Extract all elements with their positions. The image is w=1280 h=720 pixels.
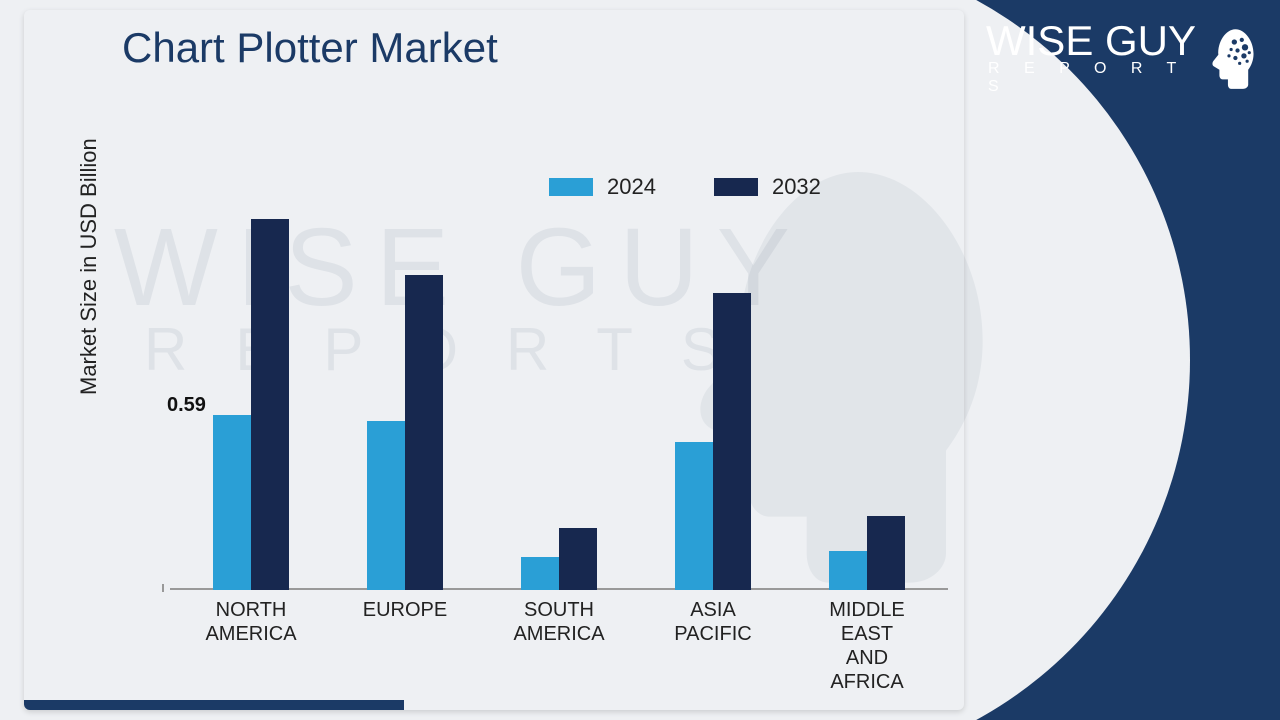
bar <box>367 421 405 590</box>
legend-swatch-2032 <box>714 178 758 196</box>
bar <box>251 219 289 590</box>
bar <box>213 415 251 590</box>
bar <box>829 551 867 590</box>
bar <box>559 528 597 590</box>
category-label: ASIA PACIFIC <box>636 590 790 646</box>
legend-swatch-2024 <box>549 178 593 196</box>
bar-group: EUROPE <box>328 210 482 590</box>
bar <box>675 442 713 590</box>
bar-pair <box>829 516 905 590</box>
brand-logo-line2: R E P O R T S <box>988 60 1196 96</box>
card-bottom-accent <box>24 700 404 710</box>
bar-group: ASIA PACIFIC <box>636 210 790 590</box>
bar-pair <box>213 219 289 590</box>
bar <box>521 557 559 590</box>
legend-label-2024: 2024 <box>607 174 656 200</box>
category-label: MIDDLE EAST AND AFRICA <box>790 590 944 694</box>
category-label: NORTH AMERICA <box>174 590 328 646</box>
chart-title: Chart Plotter Market <box>122 24 498 72</box>
legend-label-2032: 2032 <box>772 174 821 200</box>
y-axis-label: Market Size in USD Billion <box>76 138 102 395</box>
brand-logo-line1: WISE GUY <box>986 20 1196 62</box>
brand-logo: WISE GUY R E P O R T S <box>986 20 1256 96</box>
bar-groups: 0.59NORTH AMERICAEUROPESOUTH AMERICAASIA… <box>174 210 944 590</box>
bar <box>867 516 905 590</box>
y-axis-tick <box>162 584 164 592</box>
bar-pair <box>675 293 751 590</box>
bar-group: MIDDLE EAST AND AFRICA <box>790 210 944 590</box>
brand-head-icon <box>1200 26 1258 90</box>
bar-group: SOUTH AMERICA <box>482 210 636 590</box>
chart-plot-area: 0.59NORTH AMERICAEUROPESOUTH AMERICAASIA… <box>144 210 944 590</box>
bar-pair <box>521 528 597 590</box>
bar <box>713 293 751 590</box>
bar-pair <box>367 275 443 590</box>
legend: 2024 2032 <box>549 174 821 200</box>
category-label: SOUTH AMERICA <box>482 590 636 646</box>
page-root: Chart Plotter Market WISE GUYREPORTS 202… <box>0 0 1280 720</box>
bar-value-label: 0.59 <box>167 394 206 417</box>
legend-item-2024: 2024 <box>549 174 656 200</box>
category-label: EUROPE <box>328 590 482 622</box>
bar-group: 0.59NORTH AMERICA <box>174 210 328 590</box>
bar <box>405 275 443 590</box>
legend-item-2032: 2032 <box>714 174 821 200</box>
chart-card: Chart Plotter Market WISE GUYREPORTS 202… <box>24 10 964 710</box>
